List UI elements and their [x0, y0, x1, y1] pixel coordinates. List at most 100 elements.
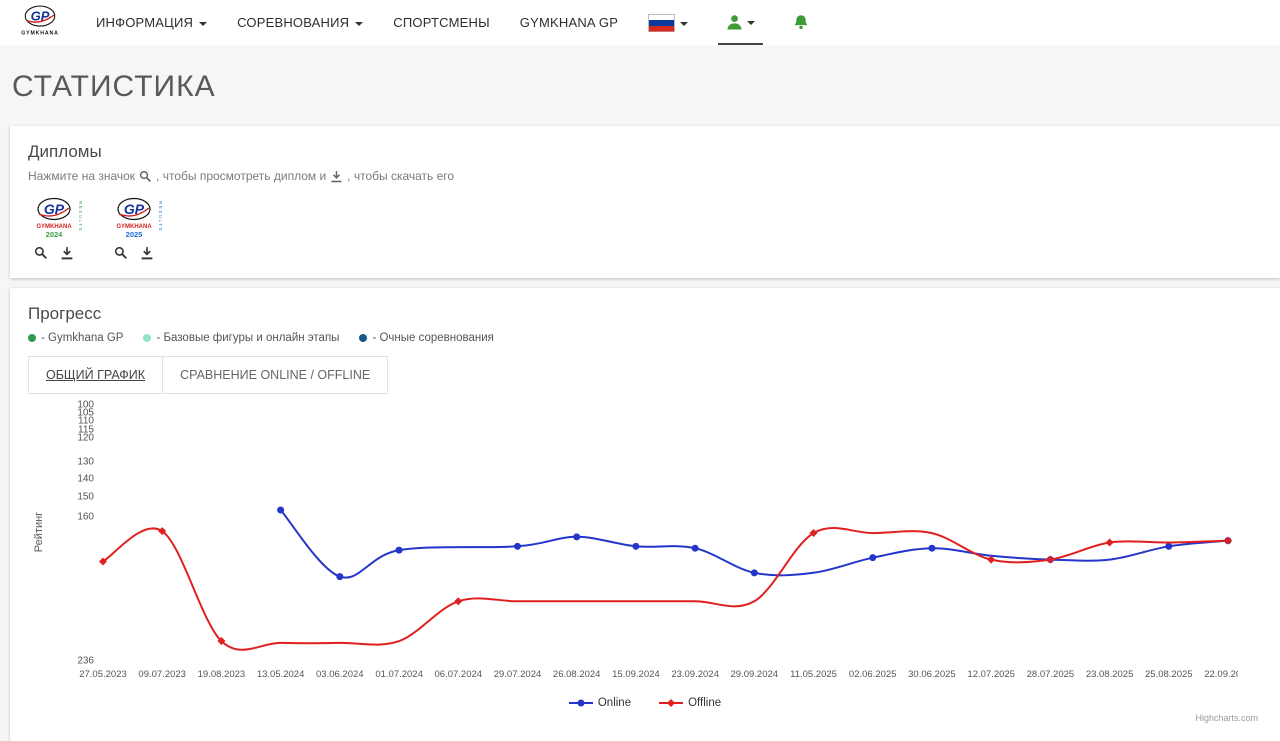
progress-tabs: ОБЩИЙ ГРАФИК СРАВНЕНИЕ ONLINE / OFFLINE: [28, 356, 1262, 394]
notifications-bell[interactable]: [793, 14, 809, 31]
download-icon: [331, 170, 342, 182]
svg-text:29.09.2024: 29.09.2024: [731, 669, 779, 680]
navy-dot-icon: [359, 333, 368, 342]
svg-text:GYMKHANA: GYMKHANA: [116, 224, 152, 230]
mint-dot-icon: [143, 333, 152, 342]
site-logo-icon[interactable]: GP GYMKHANA: [14, 3, 66, 43]
svg-text:Рейтинг: Рейтинг: [33, 512, 45, 552]
user-icon: [727, 14, 742, 29]
subtitle-text: Нажмите на значок: [28, 169, 136, 183]
nav-item-label: СОРЕВНОВАНИЯ: [237, 15, 350, 30]
diplomas-subtitle: Нажмите на значок , чтобы просмотреть ди…: [28, 169, 1262, 183]
svg-text:120: 120: [77, 433, 94, 444]
svg-text:100: 100: [77, 400, 94, 411]
nav-item-information[interactable]: ИНФОРМАЦИЯ: [96, 0, 208, 45]
diplomas-title: Дипломы: [28, 142, 102, 161]
legend-item-offline-events: - Очные соревнования: [359, 332, 494, 344]
page-title: СТАТИСТИКА: [12, 70, 216, 103]
svg-text:110: 110: [78, 416, 94, 427]
svg-text:11.05.2025: 11.05.2025: [790, 669, 837, 680]
svg-text:115: 115: [78, 425, 94, 436]
chevron-down-icon: [355, 21, 364, 26]
view-diploma-button[interactable]: [114, 246, 128, 260]
svg-text:GYMKHANA: GYMKHANA: [36, 224, 72, 230]
top-navbar: GP GYMKHANA ИНФОРМАЦИЯ СОРЕВНОВАНИЯ СПОР…: [0, 0, 1280, 45]
tab-general-chart[interactable]: ОБЩИЙ ГРАФИК: [28, 356, 164, 394]
chart-legend-label: Online: [597, 697, 632, 709]
svg-text:23.08.2025: 23.08.2025: [1086, 669, 1134, 680]
chart-legend-item-offline[interactable]: Offline: [659, 697, 721, 709]
bell-icon: [794, 15, 808, 30]
svg-text:22.09.2025: 22.09.2025: [1204, 669, 1238, 680]
svg-text:12.07.2025: 12.07.2025: [967, 669, 1015, 680]
magnifier-icon: [34, 246, 47, 259]
svg-text:25.08.2025: 25.08.2025: [1145, 669, 1193, 680]
svg-text:15.09.2024: 15.09.2024: [612, 669, 660, 680]
subtitle-text: , чтобы просмотреть диплом и: [156, 169, 327, 183]
nav-item-label: ИНФОРМАЦИЯ: [96, 15, 194, 30]
diploma-thumb-2024[interactable]: GP GYMKHANA 2024 RESULTS: [28, 197, 88, 260]
svg-text:09.07.2023: 09.07.2023: [138, 669, 186, 680]
diploma-preview-image: GP GYMKHANA 2025 RESULTS: [116, 197, 163, 239]
diploma-thumb-2025[interactable]: GP GYMKHANA 2025 RESULTS: [108, 197, 168, 260]
download-diploma-button[interactable]: [140, 246, 154, 260]
svg-text:130: 130: [77, 457, 94, 468]
circle-marker-icon: [568, 699, 593, 707]
svg-text:06.07.2024: 06.07.2024: [435, 669, 483, 680]
progress-card: Прогресс - Gymkhana GP - Базовые фигуры …: [10, 288, 1280, 741]
chart-legend-label: Offline: [688, 697, 722, 709]
progress-color-legend: - Gymkhana GP - Базовые фигуры и онлайн …: [28, 332, 1262, 344]
highcharts-credits-link[interactable]: Highcharts.com: [1195, 713, 1258, 723]
nav-item-gymkhana-gp[interactable]: GYMKHANA GP: [520, 0, 618, 45]
diploma-thumbnails: GP GYMKHANA 2024 RESULTS: [28, 197, 1262, 260]
svg-text:01.07.2024: 01.07.2024: [375, 669, 423, 680]
svg-text:23.09.2024: 23.09.2024: [671, 669, 719, 680]
nav-item-label: СПОРТСМЕНЫ: [393, 15, 490, 30]
svg-text:GP: GP: [124, 201, 145, 217]
legend-item-gymkhana-gp: - Gymkhana GP: [28, 332, 123, 344]
download-diploma-button[interactable]: [60, 246, 74, 260]
russia-flag-icon: [648, 13, 676, 32]
svg-text:236: 236: [77, 656, 94, 667]
diplomas-card: Дипломы Нажмите на значок , чтобы просмо…: [10, 126, 1280, 278]
svg-text:28.07.2025: 28.07.2025: [1027, 669, 1075, 680]
svg-text:GP: GP: [44, 201, 65, 217]
legend-item-basic-online: - Базовые фигуры и онлайн этапы: [143, 332, 339, 344]
svg-text:160: 160: [77, 512, 94, 523]
svg-text:RESULTS: RESULTS: [78, 201, 83, 232]
progress-title: Прогресс: [28, 304, 102, 323]
chevron-down-icon: [747, 20, 756, 25]
svg-text:03.06.2024: 03.06.2024: [316, 669, 364, 680]
nav-item-competitions[interactable]: СОРЕВНОВАНИЯ: [237, 0, 364, 45]
language-selector[interactable]: [648, 13, 689, 32]
progress-chart-area: 100 105 110 115 120 130 140 150 160 236 Рейтинг 27.…: [28, 398, 1262, 724]
svg-text:30.06.2025: 30.06.2025: [908, 669, 956, 680]
svg-text:105: 105: [77, 408, 94, 419]
svg-text:RESULTS: RESULTS: [158, 201, 163, 232]
svg-text:13.05.2024: 13.05.2024: [257, 669, 305, 680]
svg-text:2025: 2025: [126, 230, 143, 239]
svg-text:26.08.2024: 26.08.2024: [553, 669, 601, 680]
diploma-preview-image: GP GYMKHANA 2024 RESULTS: [36, 197, 83, 239]
magnifier-icon: [139, 170, 152, 182]
nav-item-label: GYMKHANA GP: [519, 15, 619, 30]
svg-text:140: 140: [77, 474, 94, 485]
svg-text:GYMKHANA: GYMKHANA: [21, 30, 58, 36]
tab-compare-online-offline[interactable]: СРАВНЕНИЕ ONLINE / OFFLINE: [163, 356, 389, 394]
svg-text:29.07.2024: 29.07.2024: [494, 669, 542, 680]
chevron-down-icon: [680, 21, 689, 26]
download-icon: [141, 247, 153, 260]
svg-text:2024: 2024: [46, 230, 64, 239]
magnifier-icon: [114, 246, 127, 259]
chevron-down-icon: [199, 21, 208, 26]
subtitle-text: , чтобы скачать его: [347, 169, 455, 183]
view-diploma-button[interactable]: [34, 246, 48, 260]
svg-text:19.08.2023: 19.08.2023: [198, 669, 246, 680]
svg-text:27.05.2023: 27.05.2023: [79, 669, 127, 680]
chart-legend-item-online[interactable]: Online: [568, 697, 632, 709]
svg-text:150: 150: [77, 492, 94, 503]
diamond-marker-icon: [659, 699, 684, 707]
user-menu[interactable]: [718, 0, 764, 45]
nav-item-athletes[interactable]: СПОРТСМЕНЫ: [393, 0, 490, 45]
